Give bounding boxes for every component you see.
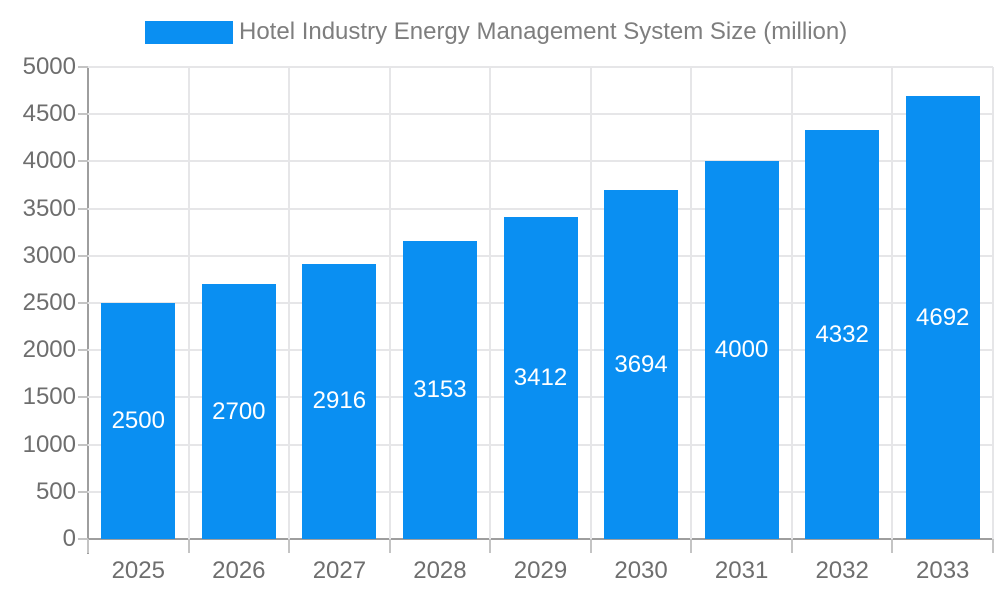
y-axis-label: 5000 [22,53,76,80]
bar-value-label: 2500 [111,407,165,434]
x-axis-tick [589,539,592,553]
y-axis-tick [78,490,88,493]
v-gridline [388,67,391,539]
y-axis-label: 2000 [22,336,76,364]
bar-value-label: 2916 [312,387,367,415]
x-axis-tick [992,539,994,553]
bar-2031 [704,161,779,539]
bar-value-label: 3694 [614,350,668,378]
y-axis-tick [78,254,88,257]
x-axis-label: 2031 [714,557,769,584]
y-axis-tick [78,443,88,446]
bar-value-label: 4332 [815,320,869,348]
x-axis-label: 2033 [916,557,970,584]
h-gridline [88,207,993,210]
y-axis-tick [78,396,88,399]
y-axis-tick [78,349,88,352]
x-axis-tick [690,539,693,553]
y-axis-tick [78,302,88,304]
bar-2026 [201,284,276,539]
x-axis-label: 2030 [614,557,668,584]
v-gridline [187,67,190,539]
bar-2030 [604,190,679,539]
bar-value-label: 3153 [413,376,467,404]
x-axis-tick [790,539,793,553]
v-gridline [891,67,894,539]
bar-2027 [302,263,377,539]
y-axis-label: 3000 [22,241,76,269]
bar-value-label: 3412 [513,363,568,391]
y-axis-tick [78,538,88,540]
y-axis-line [87,67,89,554]
x-axis-label: 2025 [111,557,165,584]
bar-value-label: 4692 [916,303,970,331]
y-axis-tick [78,66,88,68]
x-axis-tick [187,539,190,553]
x-axis-tick [388,539,391,553]
y-axis-label: 3500 [22,194,76,222]
h-gridline [88,66,993,68]
x-axis-label: 2026 [212,557,266,584]
legend-swatch-icon [145,20,233,44]
y-axis-label: 2500 [22,289,76,316]
x-axis-label: 2027 [312,557,367,584]
legend-label: Hotel Industry Energy Management System … [239,18,848,45]
x-axis-tick [288,539,291,553]
bar-2032 [805,130,880,539]
y-axis-label: 1500 [22,383,76,411]
x-axis-line [78,538,993,540]
x-axis-label: 2028 [413,557,467,584]
bar-value-label: 4000 [714,336,769,364]
v-gridline [992,67,994,539]
bar-2028 [402,241,477,539]
x-axis-label: 2029 [513,557,568,584]
bar-2025 [101,303,176,539]
h-gridline [88,113,993,116]
x-axis-tick [891,539,894,553]
y-axis-tick [78,160,88,163]
v-gridline [489,67,492,539]
x-axis-label: 2032 [815,557,869,584]
y-axis-tick [78,113,88,116]
y-axis-label: 1000 [22,430,76,458]
bar-2029 [503,216,578,539]
x-axis-tick [87,539,89,553]
v-gridline [589,67,592,539]
x-axis-tick [489,539,492,553]
y-axis-label: 0 [62,525,76,552]
legend-item[interactable]: Hotel Industry Energy Management System … [145,12,847,52]
v-gridline [690,67,693,539]
y-axis-label: 4500 [22,100,76,128]
y-axis-label: 500 [35,477,76,505]
v-gridline [790,67,793,539]
y-axis-tick [78,207,88,210]
bar-2033 [905,96,980,539]
bar-value-label: 2700 [212,397,266,425]
v-gridline [288,67,291,539]
y-axis-label: 4000 [22,147,76,175]
h-gridline [88,160,993,163]
